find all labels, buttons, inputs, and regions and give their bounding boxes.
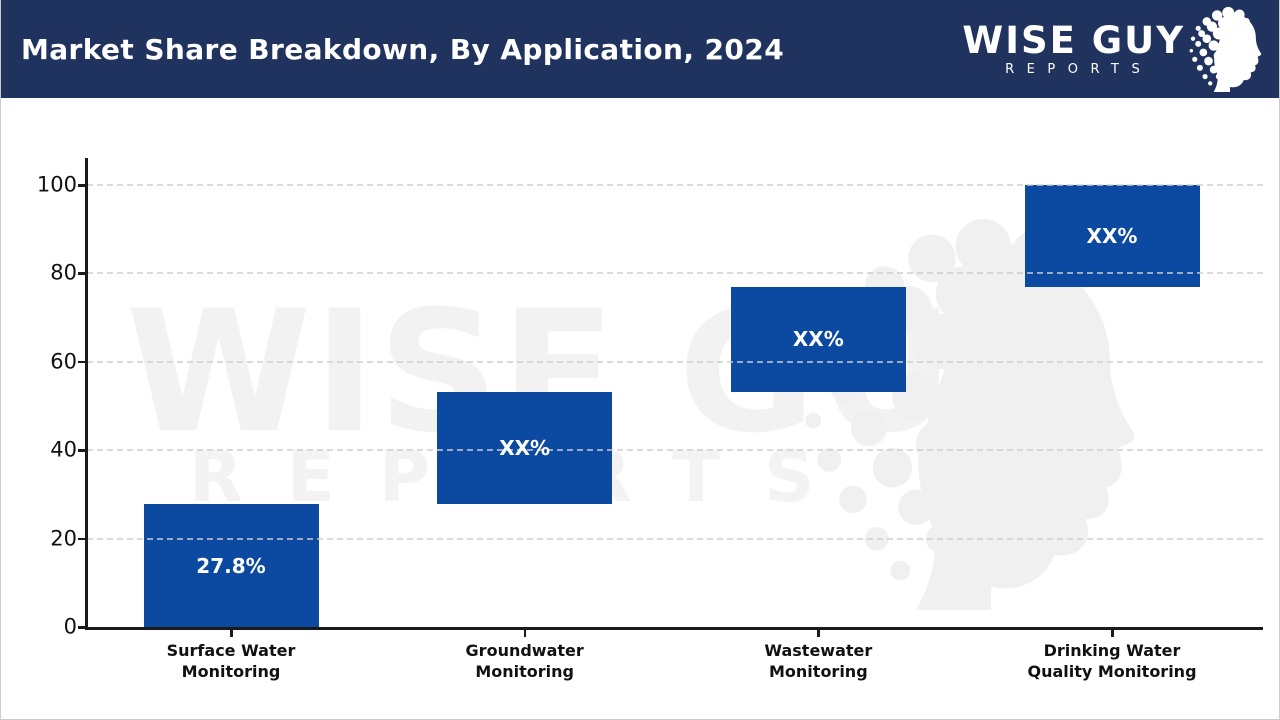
bar-value-label: XX% <box>792 327 844 352</box>
x-tick <box>230 629 233 637</box>
y-tick <box>78 360 87 364</box>
bar-value-label: 27.8% <box>196 553 266 578</box>
y-tick-label: 20 <box>50 526 77 551</box>
x-tick-label: Drinking Water Quality Monitoring <box>1027 641 1197 681</box>
y-tick <box>78 272 87 275</box>
x-axis-line <box>85 627 1263 630</box>
bar-value-label: XX% <box>1086 223 1138 248</box>
y-axis-line <box>85 158 88 630</box>
dotted-head-icon <box>1181 6 1267 92</box>
bar-segment <box>143 504 319 627</box>
y-tick-label: 80 <box>50 260 77 285</box>
logo-name: WISE GUY <box>962 18 1185 62</box>
y-tick-label: 60 <box>50 349 77 374</box>
gridline <box>87 360 1263 363</box>
x-tick <box>523 629 527 637</box>
gridline <box>87 449 1263 452</box>
y-tick-label: 0 <box>63 614 77 639</box>
gridline <box>87 272 1263 275</box>
bar-segment <box>1024 185 1200 287</box>
x-tick-label: Surface Water Monitoring <box>166 641 296 681</box>
page-title: Market Share Breakdown, By Application, … <box>21 32 785 66</box>
x-tick <box>1111 629 1114 637</box>
logo-subtitle: REPORTS <box>1005 61 1153 77</box>
bar-segment <box>437 391 613 505</box>
x-tick <box>817 629 820 637</box>
x-tick-label: Wastewater Monitoring <box>764 641 873 681</box>
y-tick-label: 40 <box>50 437 77 462</box>
y-tick-label: 100 <box>36 172 77 197</box>
x-tick-label: Groundwater Monitoring <box>465 641 584 681</box>
gridline <box>87 537 1263 540</box>
y-tick <box>78 184 87 187</box>
header: Market Share Breakdown, By Application, … <box>1 0 1279 98</box>
gridline <box>87 184 1263 186</box>
y-tick <box>78 537 87 541</box>
logo-wordmark: WISE GUY REPORTS <box>962 22 1185 77</box>
y-tick <box>78 449 87 452</box>
bar-value-label: XX% <box>499 435 551 460</box>
wiseguy-logo: WISE GUY REPORTS <box>962 6 1267 92</box>
bar-segment <box>730 286 906 392</box>
y-tick <box>78 626 87 629</box>
